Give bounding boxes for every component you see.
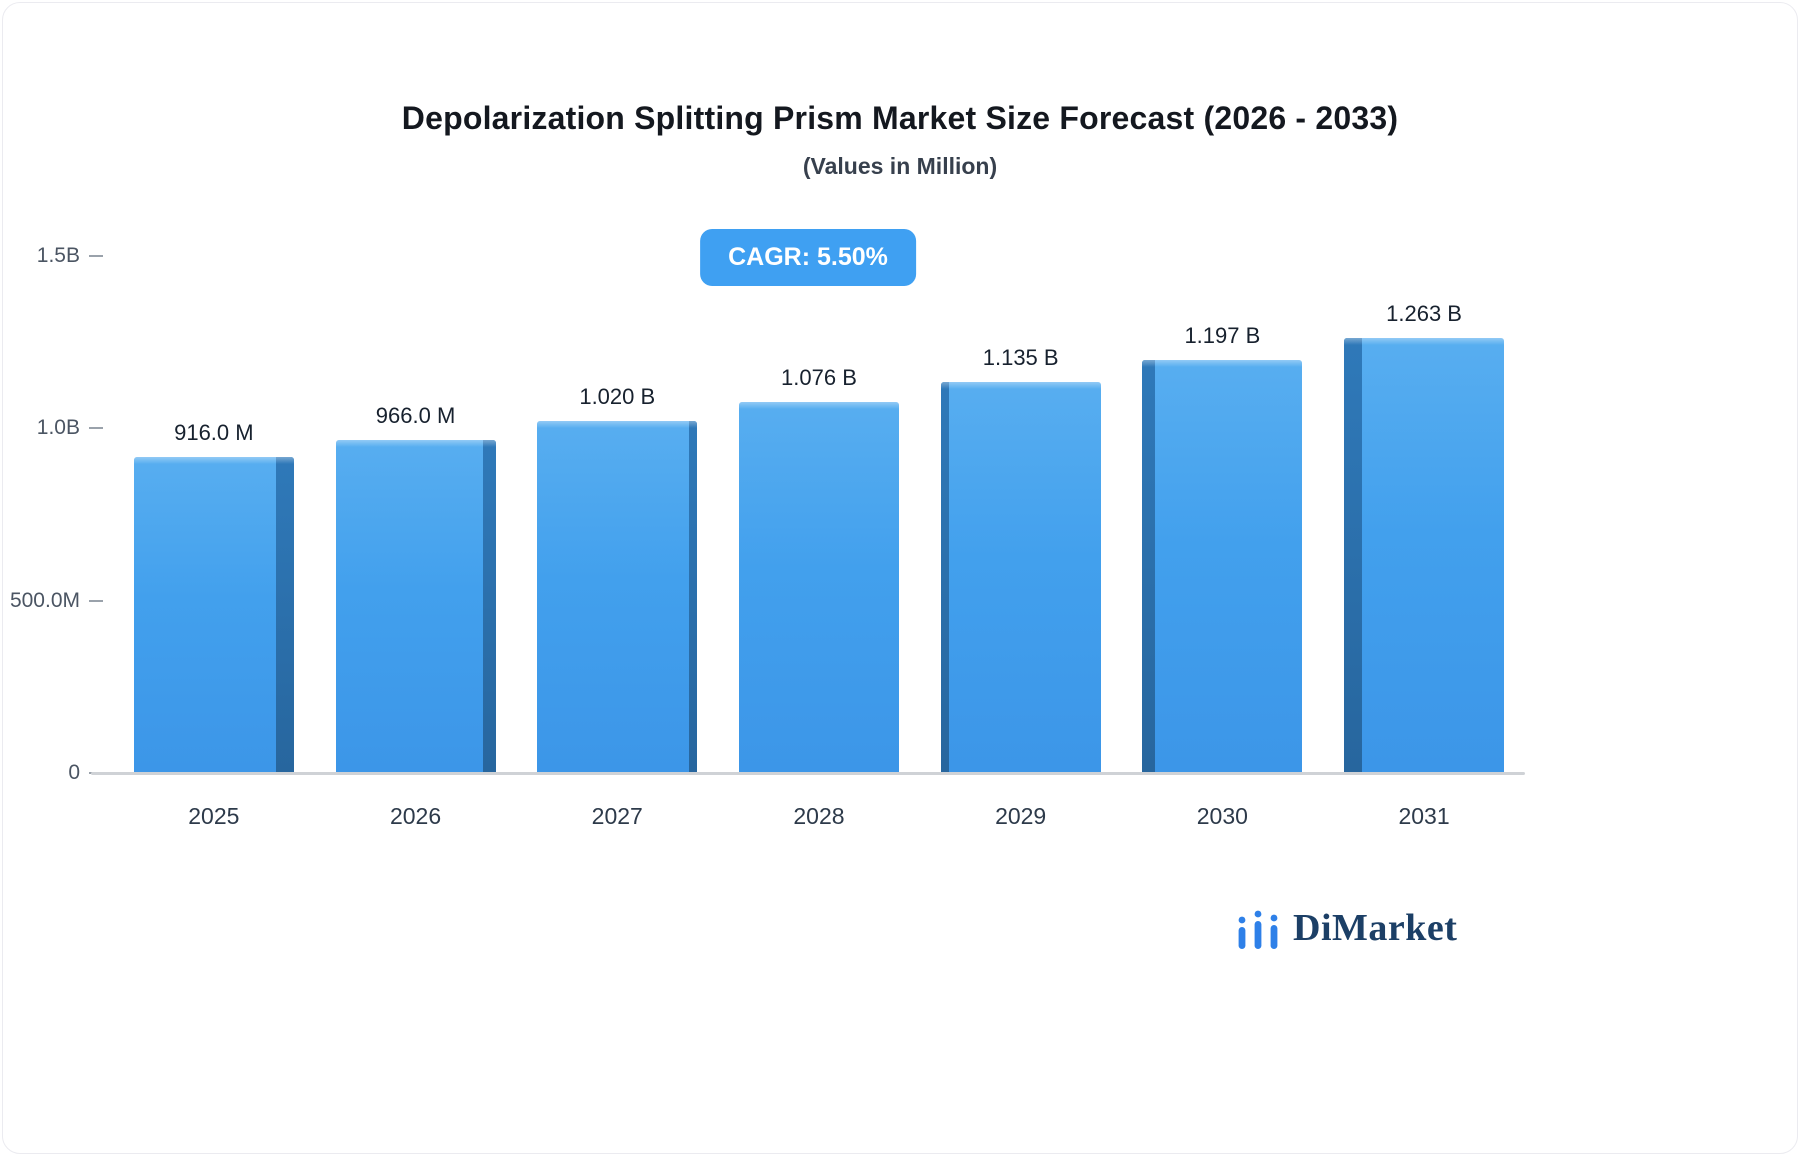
bar-side-face: [482, 440, 496, 773]
bar-value-label: 966.0 M: [375, 403, 456, 429]
y-axis-tick-mark: [89, 599, 103, 602]
x-axis-label: 2027: [591, 803, 643, 829]
x-axis-label: 2025: [188, 803, 240, 829]
x-axis-label: 2029: [995, 803, 1047, 829]
bar-value-label: 916.0 M: [174, 420, 254, 446]
y-axis-tick-label: 500.0M: [9, 588, 80, 612]
chart-title: Depolarization Splitting Prism Market Si…: [401, 100, 1399, 136]
cagr-badge: CAGR: 5.50%: [700, 229, 916, 286]
y-axis-tick: 500.0M: [10, 589, 113, 613]
bar-side-face: [1142, 360, 1156, 773]
y-axis-tick-label: 1.0B: [36, 416, 80, 440]
bar: [537, 421, 698, 773]
bar: [133, 457, 294, 773]
x-axis-label: 2030: [1196, 803, 1248, 829]
bar-side-face: [275, 457, 294, 773]
bar-group: 1.197 B 2030: [1122, 256, 1324, 829]
bar-chart-icon: [1238, 910, 1278, 949]
x-axis-label: 2026: [389, 803, 442, 829]
bar-group: 916.0 M 2025: [113, 256, 315, 829]
bar: [940, 381, 1101, 773]
bar-value-label: 1.135 B: [982, 344, 1059, 370]
bar: [1344, 337, 1505, 773]
bar-group: 1.263 B 2031: [1323, 256, 1525, 829]
bar-side-face: [689, 421, 698, 773]
bar-group: 1.076 B 2028: [718, 256, 920, 829]
bar-value-label: 1.076 B: [781, 365, 857, 391]
bar: [738, 402, 899, 773]
logo-text: DiMarket: [1293, 907, 1458, 949]
bar-group: 1.020 B 2027: [516, 256, 718, 829]
bar-group: 1.135 B 2029: [920, 256, 1122, 829]
y-axis-tick: 1.0B: [37, 416, 113, 440]
x-axis-line: [91, 772, 1525, 775]
bar-side-face: [1344, 337, 1363, 773]
bar: [335, 440, 496, 773]
y-axis-tick-label: 0: [68, 761, 80, 784]
y-axis-tick-label: 1.5B: [36, 244, 80, 267]
y-axis-tick-mark: [89, 255, 103, 257]
chart-subtitle: (Values in Million): [802, 153, 998, 179]
y-axis-tick: 1.5B: [37, 244, 113, 268]
plot-area: 916.0 M 2025 966.0 M 2026 1.020 B 2027 1.076 B…: [10, 244, 1525, 829]
bar-value-label: 1.263 B: [1386, 300, 1462, 326]
dimarket-logo: DiMarket: [1235, 906, 1457, 950]
bar-group: 966.0 M 2026: [315, 256, 517, 829]
x-axis-label: 2028: [793, 803, 845, 829]
bar-value-label: 1.020 B: [579, 384, 656, 410]
y-axis-tick-mark: [89, 427, 103, 430]
bars-container: 916.0 M 2025 966.0 M 2026 1.020 B 2027 1.076 B…: [113, 256, 1525, 829]
bar-value-label: 1.197 B: [1184, 323, 1261, 349]
bar-side-face: [940, 381, 949, 773]
x-axis-label: 2031: [1398, 803, 1450, 829]
bar: [1142, 360, 1303, 773]
